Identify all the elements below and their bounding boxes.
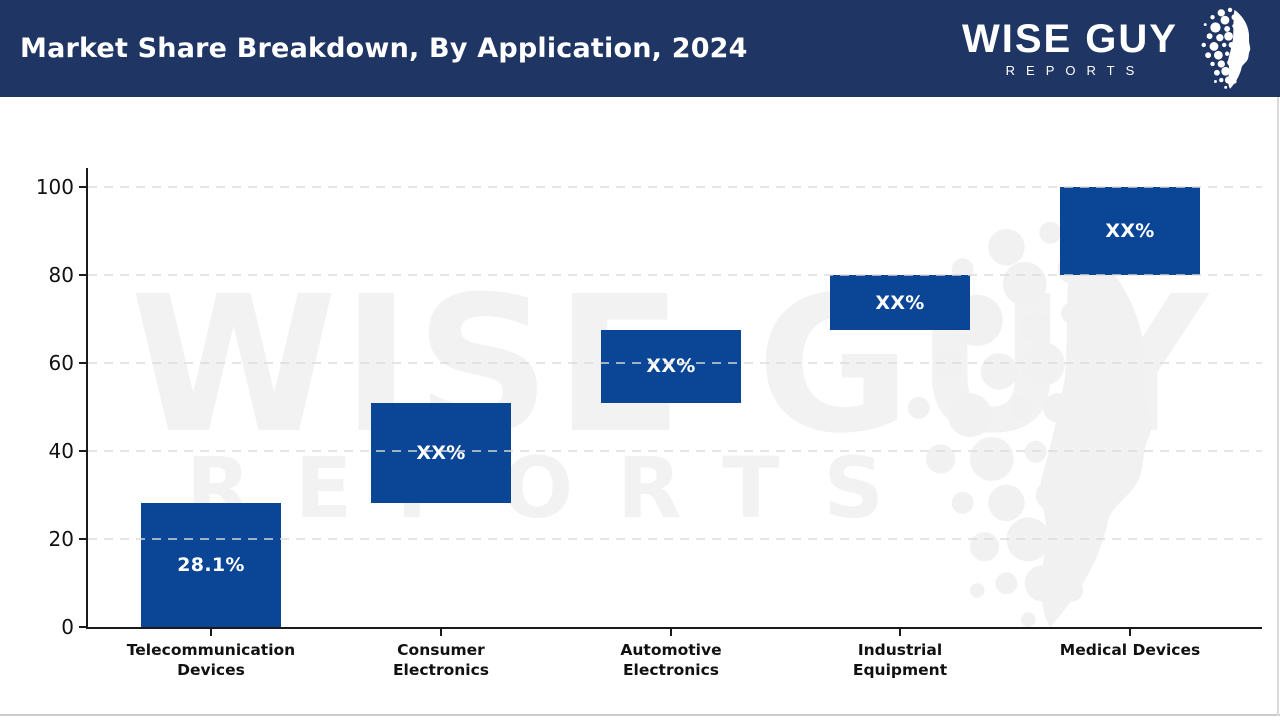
y-tick-label-40: 40 [48, 439, 74, 463]
header-banner: Market Share Breakdown, By Application, … [0, 0, 1280, 97]
x-category-label-medical-devices: Medical Devices [1012, 640, 1248, 660]
logo-subtext: REPORTS [1005, 63, 1146, 78]
x-tick-industrial-equipment [899, 629, 901, 636]
gridline-60 [88, 362, 1262, 364]
category-label-line: Equipment [852, 661, 948, 679]
x-tick-medical-devices [1129, 629, 1131, 636]
category-label-line: Medical Devices [1059, 641, 1201, 659]
category-label-line: Consumer [397, 641, 485, 659]
category-label-line: Telecommunication [126, 641, 296, 659]
x-category-label-industrial-equipment: Industrial Equipment [782, 640, 1018, 680]
gridline-20 [88, 538, 1262, 540]
y-tick-60 [79, 362, 87, 364]
logo-wordmark: WISE GUY [961, 17, 1178, 61]
x-tick-consumer-electronics [440, 629, 442, 636]
gridline-100 [88, 186, 1262, 188]
bar-medical-devices: XX% [1060, 187, 1200, 275]
bar-automotive-electronics: XX% [601, 330, 741, 403]
category-label-line: Electronics [392, 661, 490, 679]
y-axis-line [86, 168, 88, 629]
y-tick-20 [79, 538, 87, 540]
dotted-head-icon [1201, 7, 1251, 89]
bar-value-label: XX% [416, 441, 466, 464]
watermark-subtext: REPORTS [186, 439, 928, 537]
y-tick-40 [79, 450, 87, 452]
category-label-line: Devices [177, 661, 245, 679]
y-tick-100 [79, 186, 87, 188]
category-label-line: Automotive [620, 641, 722, 659]
y-tick-label-100: 100 [35, 175, 74, 199]
logo-text: WISE GUY REPORTS [962, 19, 1178, 78]
right-border-line [1277, 97, 1279, 716]
wiseguy-logo: WISE GUY REPORTS [962, 7, 1254, 91]
x-category-label-telecommunication-devices: Telecommunication Devices [93, 640, 329, 680]
page-title: Market Share Breakdown, By Application, … [20, 33, 748, 64]
bottom-border-line [0, 714, 1280, 716]
y-tick-label-60: 60 [48, 351, 74, 375]
y-tick-label-0: 0 [61, 615, 74, 639]
bar-value-label: XX% [1105, 220, 1155, 242]
bar-industrial-equipment: XX% [830, 275, 970, 330]
x-tick-automotive-electronics [670, 629, 672, 636]
bar-value-label: XX% [646, 355, 696, 378]
bar-telecommunication-devices: 28.1% [141, 503, 281, 627]
x-category-label-automotive-electronics: Automotive Electronics [553, 640, 789, 680]
bar-consumer-electronics: XX% [371, 402, 511, 504]
bar-value-label: 28.1% [177, 554, 245, 577]
x-axis-line [86, 627, 1262, 629]
x-category-label-consumer-electronics: Consumer Electronics [323, 640, 559, 680]
category-label-line: Industrial [857, 641, 943, 659]
gridline-40 [88, 450, 1262, 452]
y-tick-80 [79, 274, 87, 276]
y-tick-label-20: 20 [48, 527, 74, 551]
category-label-line: Electronics [622, 661, 720, 679]
gridline-80 [88, 274, 1262, 276]
x-tick-telecommunication-devices [210, 629, 212, 636]
y-tick-0 [79, 626, 87, 628]
bar-value-label: XX% [875, 291, 925, 314]
y-tick-label-80: 80 [48, 263, 74, 287]
